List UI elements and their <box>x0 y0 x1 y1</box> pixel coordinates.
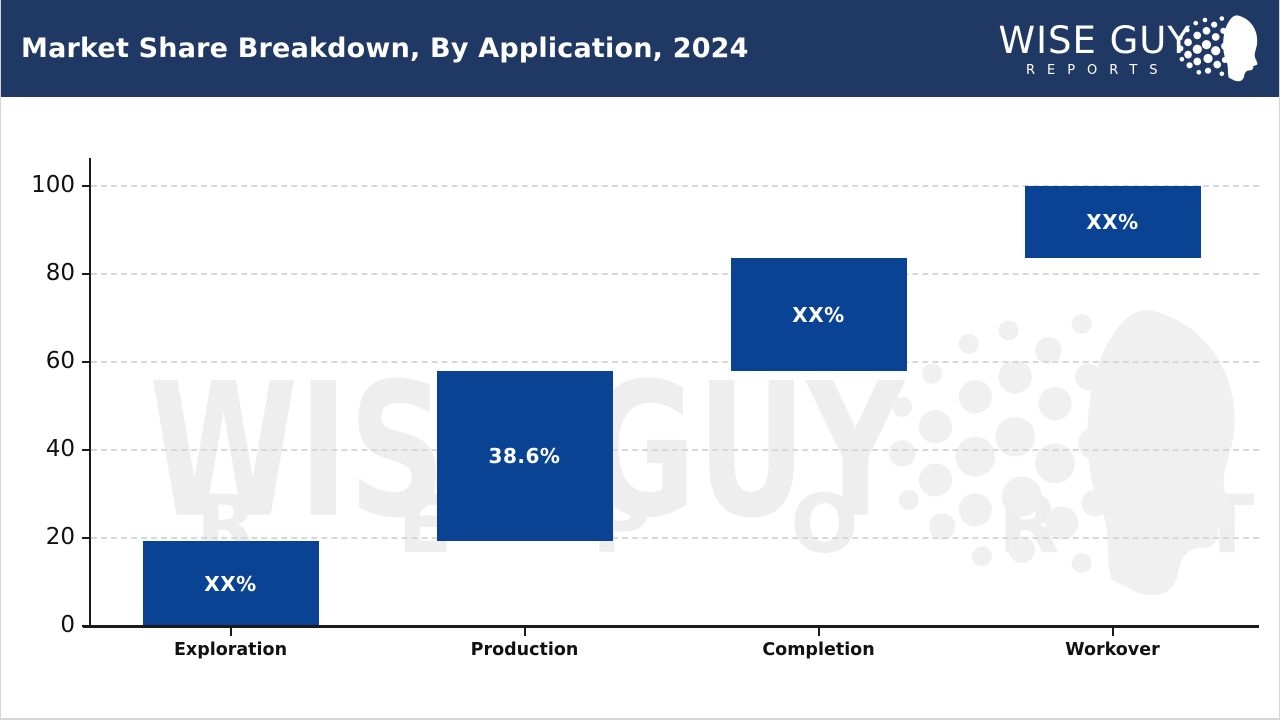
chart-area: WISE GUY R E P O R T S 020406080100Explo… <box>1 97 1279 718</box>
x-axis-tick <box>229 628 232 636</box>
bar-value-label: XX% <box>1086 210 1139 235</box>
bar-value-label: XX% <box>792 302 845 327</box>
wiseguy-logo-text: WISE GUY REPORTS <box>998 19 1191 78</box>
y-axis-tick <box>82 625 90 627</box>
y-axis-tick <box>82 273 90 275</box>
x-axis-tick <box>523 628 526 636</box>
x-category-label: Production <box>470 640 579 660</box>
y-tick-label: 100 <box>31 172 75 198</box>
y-tick-label: 60 <box>45 348 75 374</box>
x-category-label: Workover <box>1065 640 1160 660</box>
y-tick-label: 0 <box>60 612 75 638</box>
y-tick-label: 80 <box>45 260 75 286</box>
chart-title: Market Share Breakdown, By Application, … <box>21 33 749 64</box>
bar-segment: 38.6% <box>436 371 613 542</box>
bar-segment: XX% <box>1024 186 1201 259</box>
y-tick-label: 20 <box>45 524 75 550</box>
grid-line <box>91 273 1259 275</box>
grid-line <box>91 537 1259 539</box>
grid-line <box>91 185 1259 187</box>
bar-value-label: XX% <box>204 571 257 596</box>
y-axis-tick <box>82 361 90 363</box>
wiseguy-logo: WISE GUY REPORTS <box>999 8 1261 92</box>
header-bar: Market Share Breakdown, By Application, … <box>1 0 1279 97</box>
x-category-label: Completion <box>762 640 875 660</box>
x-axis-tick <box>817 628 820 636</box>
y-axis-spine <box>89 158 91 626</box>
grid-line <box>91 361 1259 363</box>
bar-value-label: 38.6% <box>488 444 561 469</box>
logo-subtext: REPORTS <box>1025 62 1170 78</box>
grid-line <box>91 449 1259 451</box>
bar-segment: XX% <box>142 541 319 626</box>
y-axis-tick <box>82 449 90 451</box>
y-axis-tick <box>82 537 90 539</box>
logo-wordmark: WISE GUY <box>998 19 1191 63</box>
y-tick-label: 40 <box>45 436 75 462</box>
x-axis-line <box>83 625 1259 628</box>
x-category-label: Exploration <box>173 640 288 660</box>
x-axis-tick <box>1111 628 1114 636</box>
bar-segment: XX% <box>730 258 907 372</box>
y-axis-tick <box>82 185 90 187</box>
